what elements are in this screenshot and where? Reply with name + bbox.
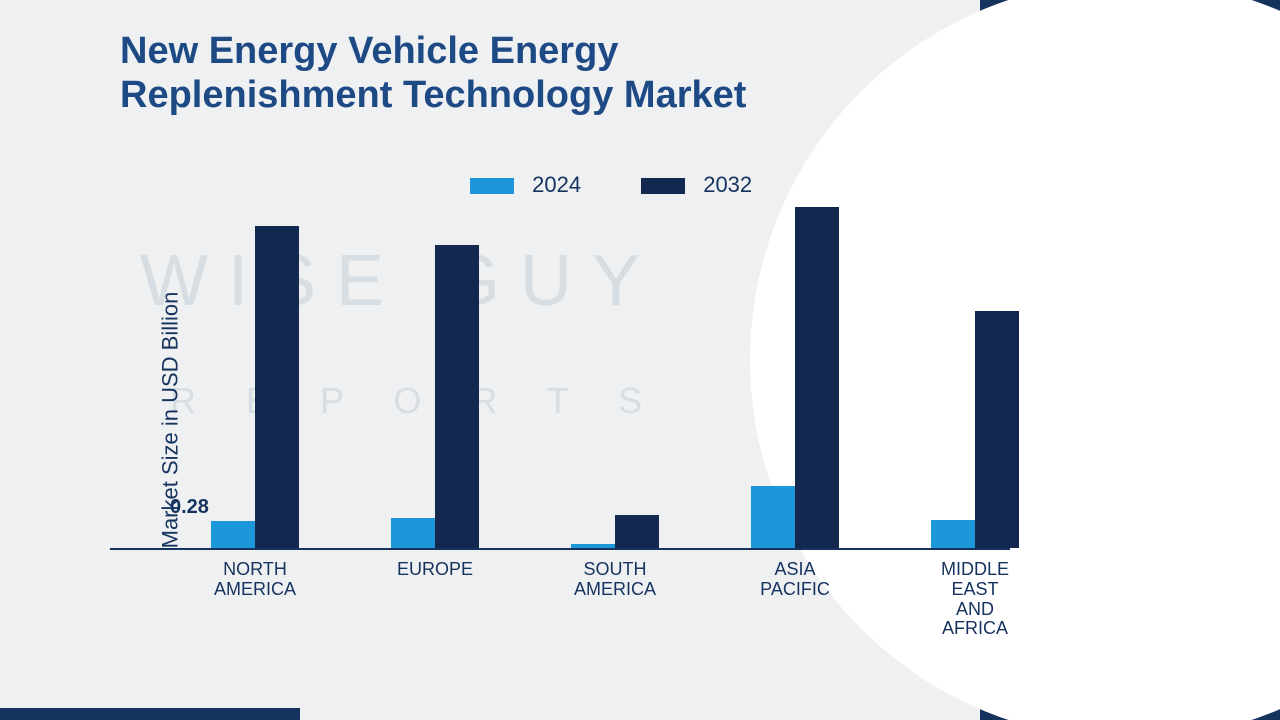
bar-group-2 — [540, 515, 690, 548]
bar-2032 — [615, 515, 659, 548]
bar-2032 — [435, 245, 479, 548]
bar-2032 — [795, 207, 839, 548]
bar-2032 — [255, 226, 299, 548]
chart-area: Market Size in USD Billion 0.28NORTHAMER… — [60, 190, 1020, 650]
logo-main-text: WISE GUY — [1020, 30, 1240, 64]
x-label: ASIAPACIFIC — [720, 560, 870, 600]
bar-2032 — [975, 311, 1019, 548]
x-label: SOUTHAMERICA — [540, 560, 690, 600]
bar-2024 — [931, 520, 975, 548]
x-label: MIDDLEEASTANDAFRICA — [900, 560, 1050, 639]
logo-sub-text: R E P O R T S — [1020, 68, 1240, 82]
bar-2024 — [211, 521, 255, 548]
x-label: EUROPE — [360, 560, 510, 580]
x-label: NORTHAMERICA — [180, 560, 330, 600]
page-title: New Energy Vehicle Energy Replenishment … — [120, 30, 820, 117]
bar-group-1 — [360, 245, 510, 548]
bar-2024 — [751, 486, 795, 548]
brand-logo: WISE GUY R E P O R T S — [1020, 30, 1240, 82]
value-label: 0.28 — [170, 496, 209, 519]
bottom-accent-bar — [0, 708, 300, 720]
bar-2024 — [571, 544, 615, 548]
bar-group-4 — [900, 311, 1050, 548]
plot-region — [110, 190, 1010, 550]
bar-group-3 — [720, 207, 870, 548]
report-canvas: WISE GUY R E P O R T S New Energy Vehicl… — [0, 0, 1280, 720]
bar-2024 — [391, 518, 435, 548]
